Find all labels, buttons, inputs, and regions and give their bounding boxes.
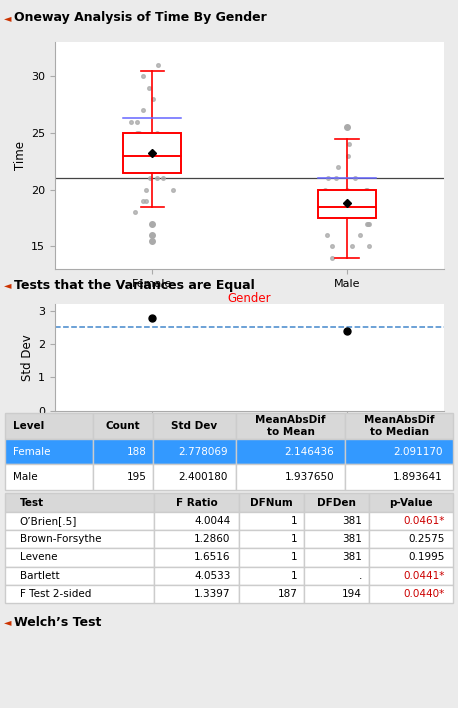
Point — [135, 127, 142, 139]
Point — [135, 150, 142, 161]
Text: Welch’s Test: Welch’s Test — [14, 616, 101, 629]
X-axis label: Gender: Gender — [228, 292, 272, 304]
Point — [334, 161, 342, 173]
Point — [362, 207, 369, 218]
Point — [364, 218, 371, 229]
Point — [328, 252, 336, 263]
Text: Oneway Analysis of Time By Gender: Oneway Analysis of Time By Gender — [14, 11, 267, 24]
Point — [132, 161, 140, 173]
Point — [154, 59, 161, 71]
Point — [322, 184, 329, 195]
Point — [323, 229, 330, 241]
Point — [140, 105, 147, 116]
Point — [146, 82, 153, 93]
Point — [150, 93, 157, 105]
Point — [143, 195, 150, 207]
Point — [362, 184, 370, 195]
Point — [134, 127, 141, 139]
Point — [126, 139, 134, 150]
Point — [132, 161, 140, 173]
Bar — [123, 133, 181, 173]
Point — [134, 116, 141, 127]
Bar — [318, 190, 376, 218]
Point — [139, 71, 146, 82]
Point — [334, 207, 342, 218]
Point — [127, 116, 135, 127]
Text: ◄: ◄ — [4, 617, 11, 627]
Text: ◄: ◄ — [4, 13, 11, 23]
Text: Tests that the Variances are Equal: Tests that the Variances are Equal — [14, 279, 255, 292]
X-axis label: Gender: Gender — [228, 433, 272, 446]
Point — [343, 184, 350, 195]
Point — [340, 195, 348, 207]
Point — [328, 241, 335, 252]
Point — [365, 218, 372, 229]
Point — [159, 173, 167, 184]
Point — [356, 229, 364, 241]
Point — [351, 173, 358, 184]
Point — [128, 161, 135, 173]
Point — [365, 241, 372, 252]
Point — [158, 150, 166, 161]
Point — [153, 173, 161, 184]
Point — [364, 218, 371, 229]
Point — [147, 173, 154, 184]
Point — [363, 184, 371, 195]
Point — [169, 184, 177, 195]
Point — [324, 173, 332, 184]
Point — [348, 241, 355, 252]
Point — [345, 139, 353, 150]
Point — [132, 207, 139, 218]
Point — [153, 150, 161, 161]
Y-axis label: Std Dev: Std Dev — [21, 334, 34, 381]
Y-axis label: Time: Time — [14, 142, 27, 170]
Point — [149, 139, 157, 150]
Point — [358, 207, 365, 218]
Point — [153, 127, 160, 139]
Point — [164, 139, 171, 150]
Point — [166, 150, 173, 161]
Point — [348, 195, 355, 207]
Point — [332, 173, 339, 184]
Point — [142, 184, 150, 195]
Point — [352, 195, 359, 207]
Point — [344, 150, 352, 161]
Point — [139, 195, 146, 207]
Point — [162, 161, 169, 173]
Point — [326, 195, 333, 207]
Point — [170, 139, 178, 150]
Point — [324, 207, 332, 218]
Text: ◄: ◄ — [4, 280, 11, 290]
